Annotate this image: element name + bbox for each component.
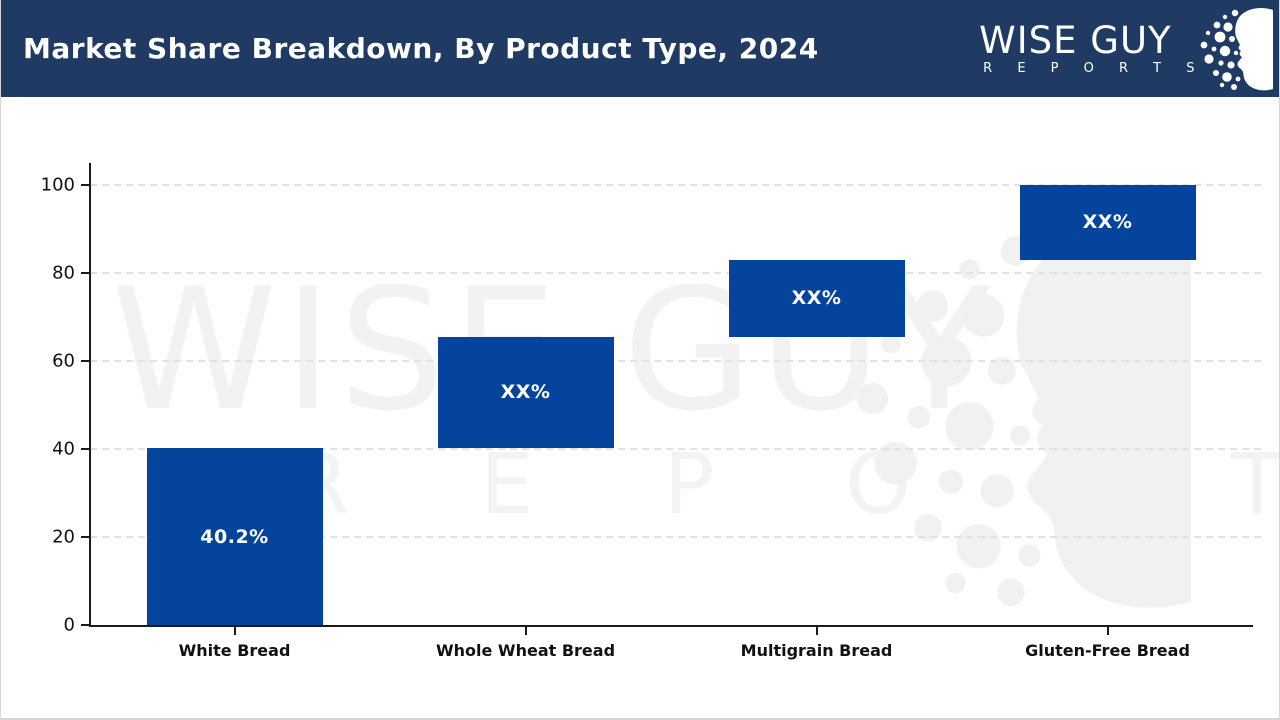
x-category-label: Multigrain Bread [740, 641, 893, 660]
gridline [90, 360, 1264, 362]
bar: XX% [1019, 185, 1196, 260]
gridline [90, 536, 1264, 538]
bar-value-label: XX% [791, 287, 842, 310]
y-tick-mark [81, 360, 89, 362]
x-axis [89, 625, 1253, 627]
gridline [90, 272, 1264, 274]
y-tick-label: 100 [40, 174, 75, 196]
x-tick-mark [1106, 627, 1109, 635]
x-tick-mark [524, 627, 527, 635]
y-tick-label: 20 [52, 526, 75, 548]
x-category-label: Gluten-Free Bread [1025, 641, 1190, 660]
y-tick-label: 40 [52, 438, 75, 460]
bar-value-label: XX% [1082, 211, 1133, 234]
chart-title: Market Share Breakdown, By Product Type,… [23, 32, 819, 65]
bar-value-label: XX% [500, 381, 551, 404]
gridline [90, 184, 1264, 186]
header-bar: Market Share Breakdown, By Product Type,… [1, 0, 1279, 97]
y-tick-mark [81, 536, 89, 538]
logo-subtitle: R E P O R T S [983, 61, 1205, 77]
y-tick-mark [81, 448, 89, 450]
x-category-label: Whole Wheat Bread [435, 641, 616, 660]
plot-area: 0 20 40 60 80 100 40.2% White Bread XX% Whole Whe… [1, 97, 1279, 718]
logo-text: WISE GUY R E P O R T S [979, 18, 1205, 77]
bar: XX% [728, 259, 905, 337]
y-tick-label: 60 [52, 350, 75, 372]
bar-value-label: 40.2% [200, 525, 269, 548]
gridline [90, 448, 1264, 450]
x-tick-mark [233, 627, 236, 635]
y-tick-label: 0 [63, 614, 75, 636]
y-tick-label: 80 [52, 262, 75, 284]
y-tick-mark [81, 272, 89, 274]
y-tick-mark [81, 624, 89, 626]
brand-logo: WISE GUY R E P O R T S [979, 6, 1273, 92]
y-tick-mark [81, 184, 89, 186]
logo-head-icon [1200, 7, 1273, 91]
x-category-label: White Bread [178, 641, 291, 660]
bar: 40.2% [146, 448, 323, 625]
y-axis [89, 163, 91, 627]
bar: XX% [437, 336, 614, 449]
logo-wordmark: WISE GUY [979, 18, 1172, 62]
x-tick-mark [815, 627, 818, 635]
chart-area: WISE GUY R E P O R T S 02040608010040.2%… [1, 97, 1279, 718]
